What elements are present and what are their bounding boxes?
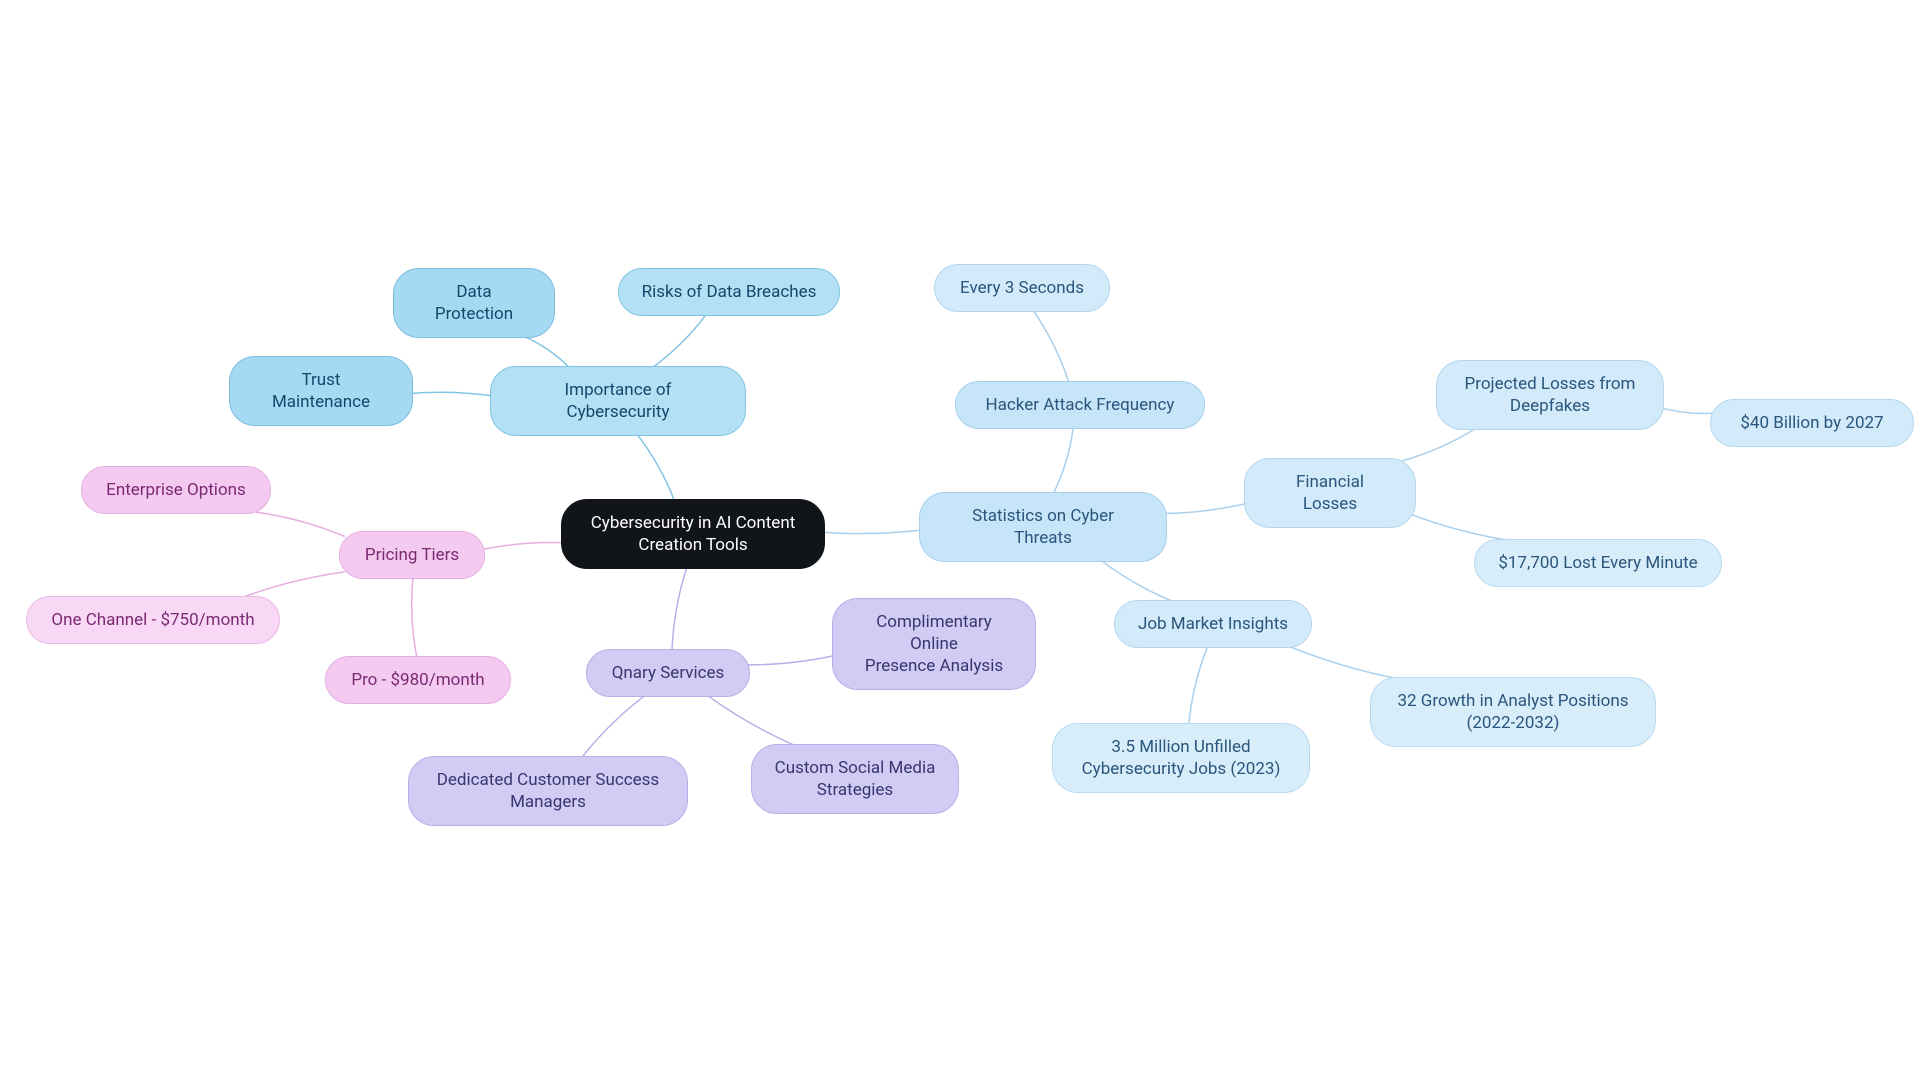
edge-finloss-deepfakes bbox=[1402, 427, 1477, 461]
mindmap-canvas: Cybersecurity in AI Content Creation Too… bbox=[0, 0, 1920, 1083]
edge-jobmarket-growth bbox=[1288, 646, 1403, 680]
node-stats: Statistics on Cyber Threats bbox=[919, 492, 1167, 562]
node-40b: $40 Billion by 2027 bbox=[1710, 399, 1914, 447]
node-pro: Pro - $980/month bbox=[325, 656, 511, 704]
node-strategies: Custom Social Media Strategies bbox=[751, 744, 959, 814]
node-enterprise: Enterprise Options bbox=[81, 466, 271, 514]
edge-root-pricing bbox=[479, 543, 571, 550]
edge-qnary-strategies bbox=[707, 695, 798, 747]
edge-root-qnary bbox=[672, 566, 687, 651]
node-growth: 32 Growth in Analyst Positions (2022-203… bbox=[1370, 677, 1656, 747]
edge-hackfreq-every3 bbox=[1033, 310, 1069, 383]
edge-stats-finloss bbox=[1157, 502, 1251, 513]
node-every3: Every 3 Seconds bbox=[934, 264, 1110, 312]
edge-root-stats bbox=[814, 529, 928, 533]
edge-root-importance bbox=[636, 433, 675, 502]
node-csm: Dedicated Customer Success Managers bbox=[408, 756, 688, 826]
node-qnary: Qnary Services bbox=[586, 649, 750, 697]
edge-qnary-csm bbox=[581, 695, 646, 759]
node-trust: Trust Maintenance bbox=[229, 356, 413, 426]
edge-jobmarket-unfilled bbox=[1189, 646, 1208, 726]
node-hackfreq: Hacker Attack Frequency bbox=[955, 381, 1205, 429]
edge-stats-jobmarket bbox=[1099, 559, 1174, 602]
node-analysis: Complimentary Online Presence Analysis bbox=[832, 598, 1036, 690]
node-unfilled: 3.5 Million Unfilled Cybersecurity Jobs … bbox=[1052, 723, 1310, 793]
edge-importance-trust bbox=[406, 392, 501, 397]
node-root: Cybersecurity in AI Content Creation Too… bbox=[561, 499, 825, 569]
edge-importance-risks bbox=[651, 314, 707, 369]
edge-qnary-analysis bbox=[743, 654, 840, 665]
node-deepfakes: Projected Losses from Deepfakes bbox=[1436, 360, 1664, 430]
node-risks: Risks of Data Breaches bbox=[618, 268, 840, 316]
edge-deepfakes-40b bbox=[1655, 406, 1718, 413]
node-importance: Importance of Cybersecurity bbox=[490, 366, 746, 436]
node-17700: $17,700 Lost Every Minute bbox=[1474, 539, 1722, 587]
edge-pricing-enterprise bbox=[256, 512, 345, 536]
node-jobmarket: Job Market Insights bbox=[1114, 600, 1312, 648]
edge-importance-dataprot bbox=[521, 335, 570, 369]
edge-stats-hackfreq bbox=[1053, 427, 1074, 495]
node-finloss: Financial Losses bbox=[1244, 458, 1416, 528]
edge-finloss-17700 bbox=[1409, 514, 1513, 541]
edge-pricing-pro bbox=[412, 577, 417, 658]
node-dataprot: Data Protection bbox=[393, 268, 555, 338]
edge-pricing-onechannel bbox=[241, 572, 345, 598]
node-pricing: Pricing Tiers bbox=[339, 531, 485, 579]
node-onechannel: One Channel - $750/month bbox=[26, 596, 280, 644]
